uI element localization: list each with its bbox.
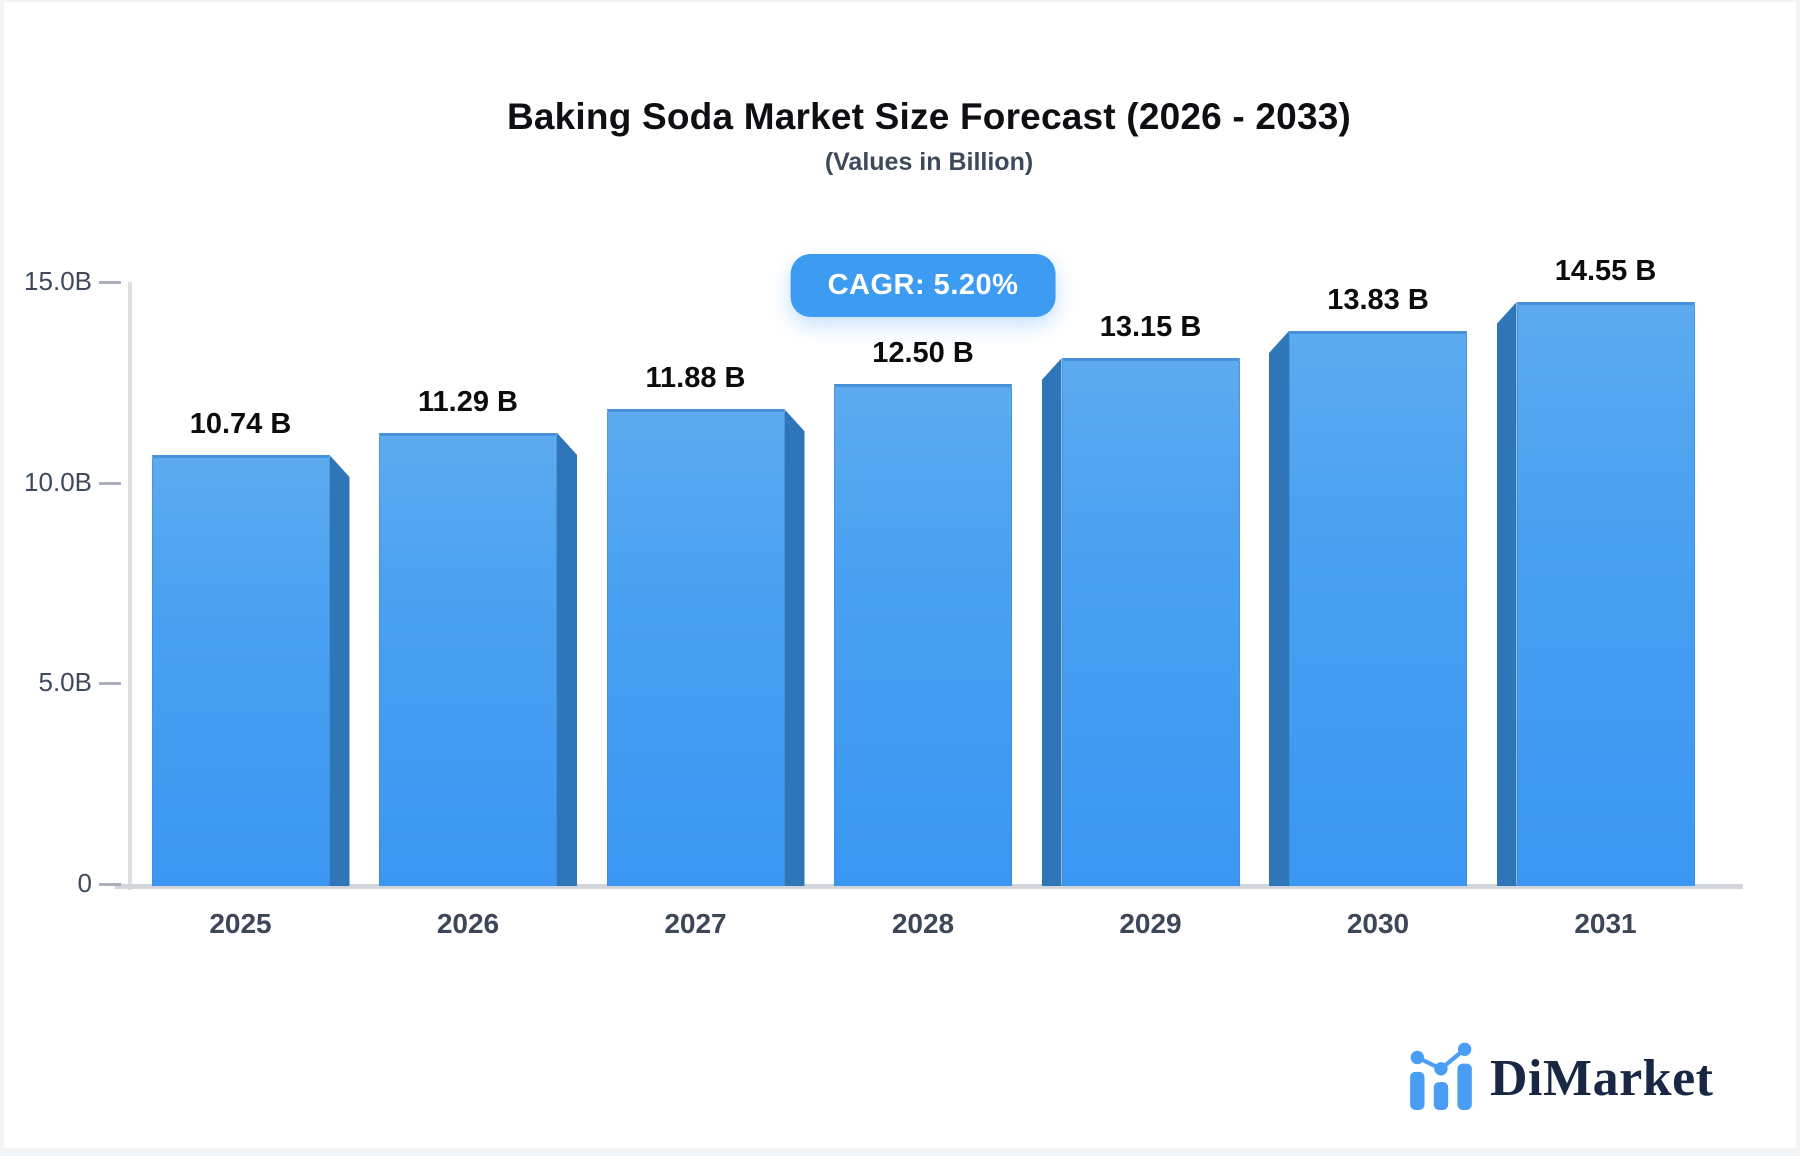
bar-2025[interactable] <box>151 455 330 886</box>
x-axis-category-label: 2026 <box>436 908 500 939</box>
bar-side-face <box>557 432 577 886</box>
x-axis-category-label: 2029 <box>1119 908 1182 939</box>
y-axis-tick <box>99 883 121 886</box>
bar-2030[interactable] <box>1289 331 1467 886</box>
y-axis-line <box>128 282 132 890</box>
x-axis-category-label: 2028 <box>891 908 955 939</box>
y-axis-tick-label: 10.0B <box>24 466 92 497</box>
brand-logo[interactable]: DiMarket <box>1408 1036 1738 1120</box>
bar-value-label: 13.15 B <box>1099 311 1202 344</box>
brand-name: DiMarket <box>1490 1049 1714 1107</box>
bar-value-label: 10.74 B <box>189 408 292 440</box>
bar-value-label: 12.50 B <box>872 337 974 370</box>
bar-side-face <box>1269 331 1289 886</box>
bar-side-face <box>784 409 805 886</box>
bar-value-label: 11.29 B <box>418 385 518 418</box>
x-axis-category-label: 2030 <box>1346 908 1410 939</box>
bar-value-label: 14.55 B <box>1554 255 1657 288</box>
bar-2031[interactable] <box>1516 302 1695 886</box>
y-axis-tick <box>99 281 121 285</box>
bar-side-face <box>1496 302 1517 886</box>
bar-2028[interactable] <box>834 384 1012 886</box>
page-title: Baking Soda Market Size Forecast (2026 -… <box>506 96 1352 137</box>
bar-value-label: 13.83 B <box>1327 284 1429 316</box>
bar-2026[interactable] <box>379 432 557 886</box>
bar-2027[interactable] <box>606 409 785 886</box>
cagr-badge: CAGR: 5.20% <box>790 254 1056 317</box>
y-axis-tick <box>99 481 121 485</box>
bar-value-label: 11.88 B <box>645 362 746 395</box>
page-subtitle: (Values in Billion) <box>824 148 1034 176</box>
bar-side-face <box>329 455 350 886</box>
x-axis-baseline <box>115 884 1743 889</box>
y-axis-tick-label: 0 <box>77 868 92 898</box>
x-axis-category-label: 2031 <box>1574 908 1637 939</box>
y-axis-tick-label: 15.0B <box>24 266 92 297</box>
x-axis-category-label: 2025 <box>209 908 272 939</box>
bar-side-face <box>1041 358 1062 886</box>
y-axis-tick <box>99 682 121 686</box>
x-axis-category-label: 2027 <box>664 908 727 939</box>
bar-2029[interactable] <box>1061 358 1240 886</box>
y-axis-tick-label: 5.0B <box>38 667 93 698</box>
bar-chart-logo-icon <box>1408 1040 1476 1117</box>
